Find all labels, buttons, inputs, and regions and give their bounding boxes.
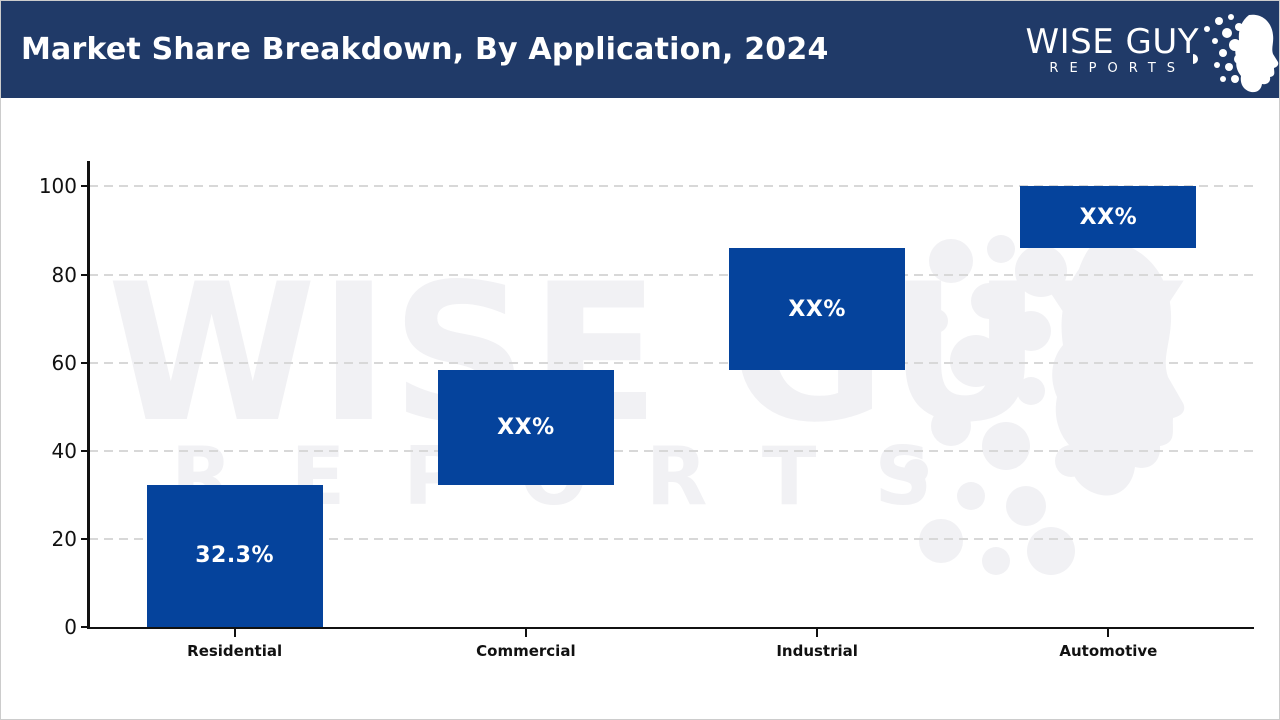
- chart-title: Market Share Breakdown, By Application, …: [21, 32, 829, 67]
- header: Market Share Breakdown, By Application, …: [1, 1, 1279, 98]
- y-tick-label: 20: [51, 526, 77, 551]
- x-tick-mark: [816, 629, 819, 637]
- bar-segment: XX%: [437, 370, 614, 485]
- x-category-label: Commercial: [476, 642, 576, 660]
- y-tick-mark: [81, 626, 89, 628]
- bar-value-label: 32.3%: [195, 543, 275, 569]
- y-gridline: [89, 185, 1254, 188]
- bar-segment: XX%: [1020, 186, 1197, 249]
- logo-text: WISE GUY REPORTS: [1025, 25, 1199, 75]
- y-tick-mark: [81, 449, 89, 452]
- y-tick-mark: [81, 273, 89, 276]
- y-gridline: [89, 449, 1254, 452]
- logo-head-icon: [1193, 13, 1279, 92]
- y-tick-mark: [81, 537, 89, 540]
- bar-segment: 32.3%: [146, 484, 323, 627]
- x-category-label: Industrial: [776, 642, 858, 660]
- logo-reports: REPORTS: [1049, 60, 1187, 76]
- bar-value-label: XX%: [788, 296, 846, 322]
- y-tick-label: 80: [51, 262, 77, 287]
- x-tick-mark: [233, 629, 236, 637]
- y-axis-line: [87, 161, 90, 629]
- y-tick-label: 0: [64, 615, 77, 639]
- y-tick-label: 100: [38, 174, 77, 199]
- y-tick-label: 40: [51, 438, 77, 463]
- logo-wordmark: WISE GUY: [1025, 21, 1199, 62]
- x-category-label: Residential: [187, 642, 283, 660]
- x-axis-line: [87, 626, 1254, 629]
- y-tick-label: 60: [51, 350, 77, 375]
- x-tick-mark: [524, 629, 527, 637]
- y-gridline: [89, 273, 1254, 276]
- bar-segment: XX%: [729, 248, 906, 371]
- y-tick-mark: [81, 185, 89, 188]
- bar-value-label: XX%: [497, 414, 555, 440]
- y-tick-mark: [81, 361, 89, 364]
- y-gridline: [89, 361, 1254, 364]
- x-category-label: Automotive: [1059, 642, 1158, 660]
- bar-value-label: XX%: [1079, 204, 1138, 230]
- wise-guy-logo: WISE GUY REPORTS: [1025, 1, 1279, 98]
- y-gridline: [89, 537, 1254, 540]
- x-tick-mark: [1107, 629, 1110, 637]
